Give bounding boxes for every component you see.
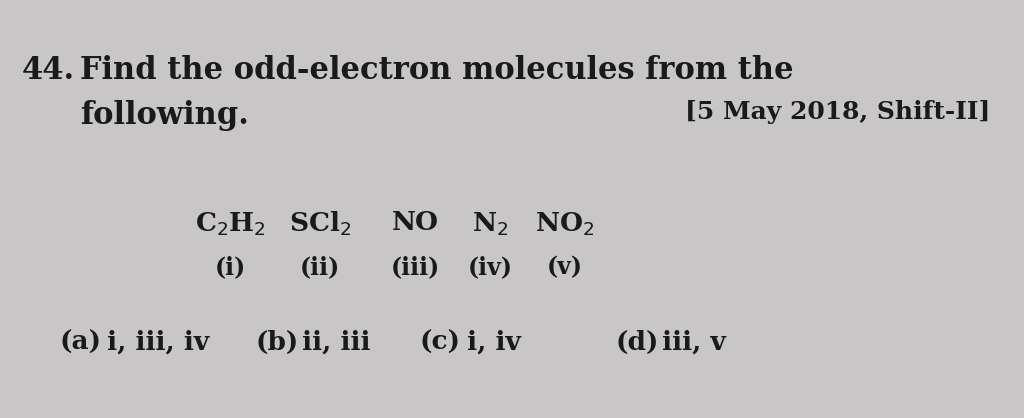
Text: NO$_2$: NO$_2$ — [536, 210, 595, 237]
Text: (b): (b) — [255, 330, 298, 355]
Text: iii, v: iii, v — [653, 330, 726, 355]
Text: (d): (d) — [615, 330, 658, 355]
Text: N$_2$: N$_2$ — [472, 210, 508, 237]
Text: i, iv: i, iv — [458, 330, 521, 355]
Text: following.: following. — [80, 100, 249, 131]
Text: i, iii, iv: i, iii, iv — [98, 330, 209, 355]
Text: NO: NO — [391, 210, 438, 235]
Text: ii, iii: ii, iii — [293, 330, 371, 355]
Text: (iii): (iii) — [390, 255, 439, 279]
Text: C$_2$H$_2$: C$_2$H$_2$ — [195, 210, 265, 237]
Text: (iv): (iv) — [468, 255, 512, 279]
Text: [5 May 2018, Shift-II]: [5 May 2018, Shift-II] — [685, 100, 990, 124]
Text: 44.: 44. — [22, 55, 75, 86]
Text: (c): (c) — [420, 330, 461, 355]
Text: (ii): (ii) — [300, 255, 340, 279]
Text: SCl$_2$: SCl$_2$ — [289, 210, 351, 239]
Text: (i): (i) — [214, 255, 246, 279]
Text: (v): (v) — [547, 255, 583, 279]
Text: Find the odd-electron molecules from the: Find the odd-electron molecules from the — [80, 55, 794, 86]
Text: (a): (a) — [60, 330, 102, 355]
